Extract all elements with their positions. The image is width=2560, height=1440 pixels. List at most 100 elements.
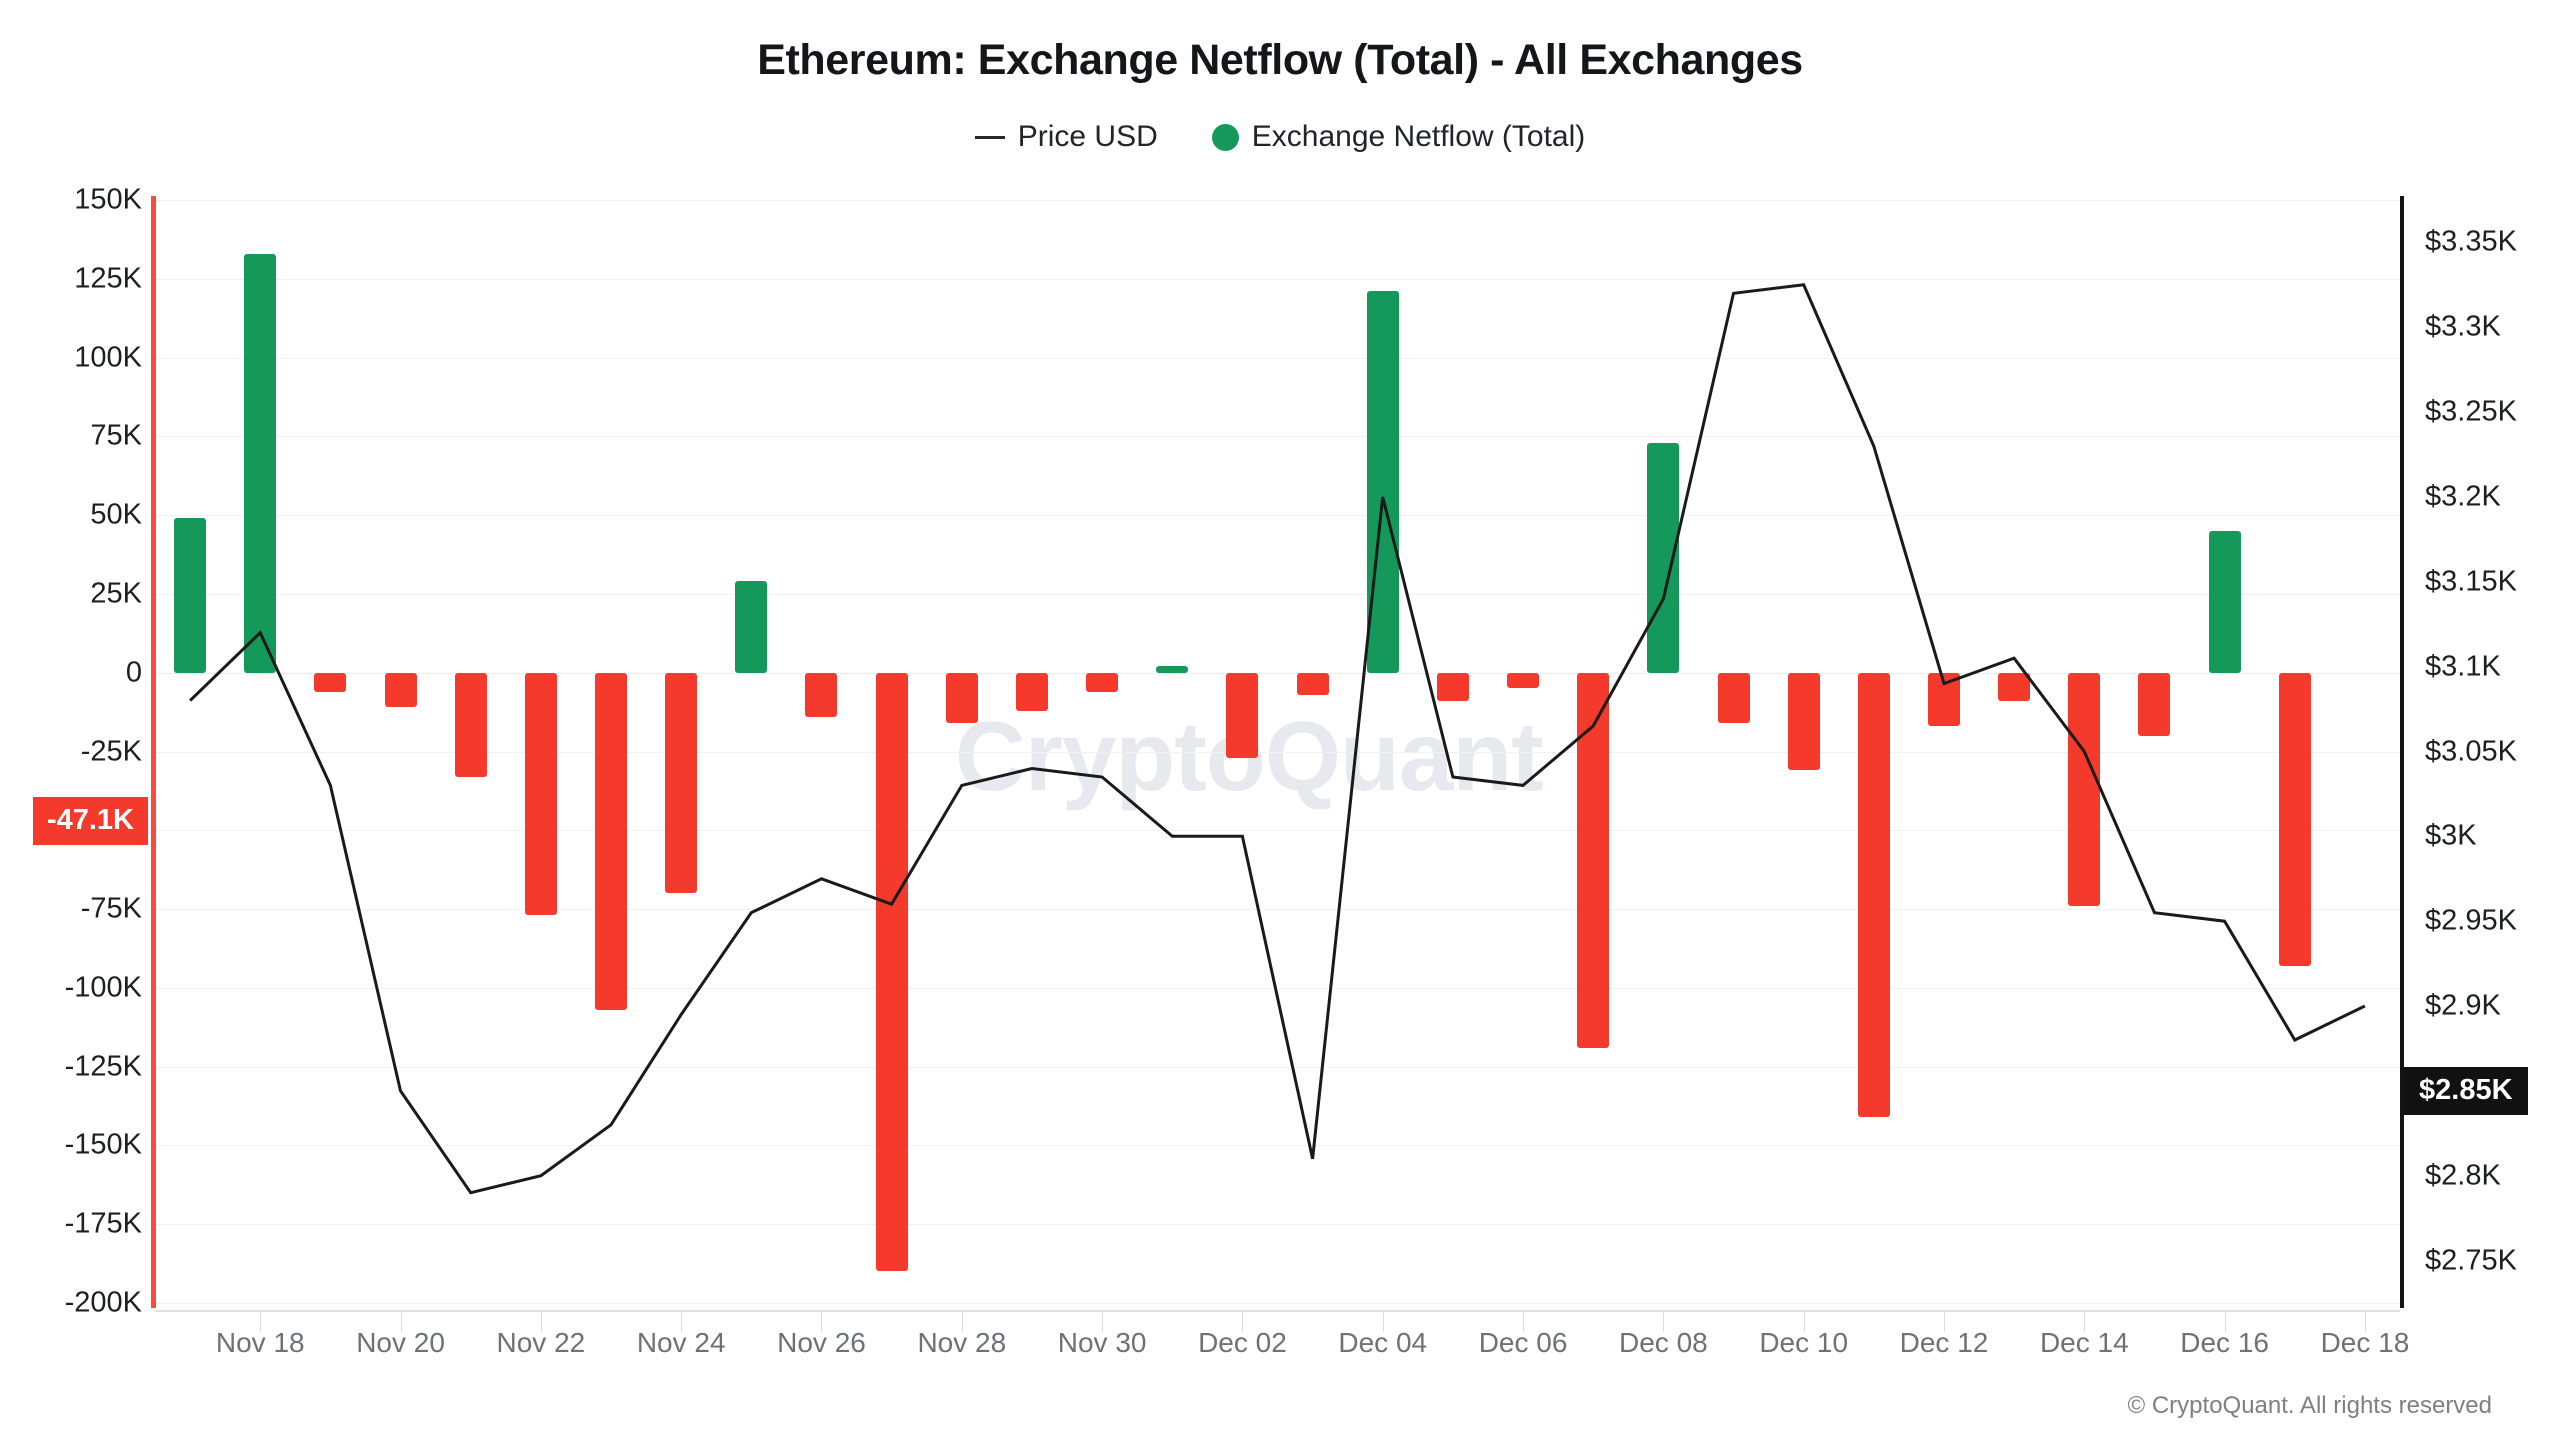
x-axis-tick: Dec 08 [1619,1327,1708,1358]
y-axis-tick-right: $2.95K [2425,904,2517,937]
netflow-bar[interactable] [1156,666,1189,673]
netflow-bar[interactable] [314,672,347,692]
y-axis-tick-left: -25K [80,735,142,767]
netflow-bar[interactable] [244,253,277,673]
netflow-bar[interactable] [2208,530,2241,673]
netflow-bar[interactable] [1998,672,2031,702]
gridline [155,436,2400,438]
y-axis-tick-right: $2.75K [2425,1244,2517,1277]
y-axis-tick-left: -200K [64,1286,142,1319]
gridline [155,357,2400,359]
netflow-bar[interactable] [1226,672,1259,758]
x-axis-tick-mark [1242,1312,1244,1332]
netflow-bar[interactable] [1507,672,1540,689]
netflow-bar[interactable] [2068,672,2101,906]
y-axis-tick-right: $3.05K [2425,735,2517,767]
y-axis-tick-right: $2.8K [2425,1159,2501,1192]
x-axis-tick: Nov 26 [777,1327,866,1358]
y-axis-tick-right: $3K [2425,819,2477,852]
x-axis-tick: Dec 16 [2180,1327,2269,1358]
y-axis-tick-left: 75K [90,419,142,452]
x-axis-tick-mark [1943,1312,1945,1332]
gridline [155,1066,2400,1068]
y-axis-tick-left: -125K [64,1050,142,1083]
x-axis-tick-mark [961,1312,963,1332]
netflow-bar[interactable] [384,672,417,708]
page-title: Ethereum: Exchange Netflow (Total) - All… [757,36,1803,84]
y-axis-tick-left: -175K [64,1207,142,1240]
x-axis-tick: Nov 20 [356,1327,445,1358]
gridline [155,278,2400,280]
gridline [155,515,2400,517]
x-axis-tick: Dec 02 [1198,1327,1287,1358]
x-axis-tick: Nov 24 [636,1327,726,1358]
gridline [155,987,2400,989]
price-line-path [189,283,2366,1195]
gridline [155,200,2400,201]
legend-item-price[interactable]: Price USD [974,120,1158,154]
x-axis-tick: Dec 10 [1759,1327,1849,1358]
x-axis-tick: Nov 18 [215,1327,305,1358]
price-line-series[interactable] [155,200,2400,1303]
plot-area[interactable] [155,200,2400,1304]
netflow-bar[interactable] [595,672,628,1010]
netflow-bar[interactable] [1857,672,1890,1118]
netflow-bar[interactable] [665,672,698,894]
left-axis-line [151,196,156,1308]
x-axis-tick-mark [2084,1312,2086,1332]
right-axis-line [2400,196,2404,1308]
netflow-bar[interactable] [735,581,768,673]
netflow-bar[interactable] [524,672,557,916]
legend-item-netflow[interactable]: Exchange Netflow (Total) [1211,120,1585,154]
dot-marker-icon [1211,123,1239,151]
netflow-bar[interactable] [875,672,908,1272]
netflow-bar[interactable] [2138,672,2171,736]
y-axis-tick-left: 125K [74,262,142,295]
y-axis-tick-right: $3.25K [2425,395,2517,428]
x-axis-tick-mark [1382,1312,1384,1332]
x-axis-tick-mark [2224,1312,2226,1332]
x-axis-tick-mark [1523,1312,1525,1332]
netflow-bar[interactable] [174,518,207,673]
x-axis-tick-mark [260,1312,262,1332]
bottom-axis-line [155,1310,2400,1312]
netflow-bar[interactable] [1086,672,1119,692]
y-axis-tick-left: 50K [90,498,142,531]
x-axis-tick: Nov 30 [1057,1327,1147,1358]
y-axis-tick-left: 100K [74,341,142,374]
x-axis-tick-mark [540,1312,542,1332]
netflow-bar[interactable] [454,672,487,777]
netflow-bar[interactable] [1717,672,1750,724]
gridline [155,1224,2400,1226]
zero-gridline [155,672,2400,674]
netflow-bar[interactable] [1787,672,1820,771]
netflow-bar[interactable] [1296,672,1329,695]
x-axis-tick-mark [1663,1312,1665,1332]
x-axis-tick-mark [681,1312,683,1332]
gridline [155,909,2400,911]
x-axis-tick: Dec 12 [1899,1327,1989,1358]
x-axis-tick: Nov 22 [496,1327,586,1358]
netflow-bar[interactable] [2278,672,2311,966]
gridline [155,1145,2400,1147]
netflow-bar[interactable] [805,672,838,717]
right-axis-value-badge: $2.85K [2404,1066,2528,1115]
left-axis-value-badge: -47.1K [32,797,148,846]
netflow-bar[interactable] [1436,672,1469,702]
x-axis-tick-mark [400,1312,402,1332]
y-axis-tick-left: 150K [74,183,142,216]
x-axis-tick: Dec 06 [1478,1327,1568,1358]
netflow-bar[interactable] [945,672,978,724]
x-axis-tick-mark [1803,1312,1805,1332]
y-axis-tick-right: $3.35K [2425,225,2517,258]
y-axis-tick-right: $3.3K [2425,310,2501,343]
y-axis-tick-left: 0 [125,656,142,689]
y-axis-tick-left: 25K [90,577,142,610]
netflow-bar[interactable] [1015,672,1048,711]
y-axis-tick-right: $2.9K [2425,989,2501,1022]
x-axis-tick-mark [821,1312,823,1332]
y-axis-tick-right: $3.1K [2425,650,2501,683]
x-axis-tick-mark [2364,1312,2366,1332]
gridline [155,1303,2400,1304]
